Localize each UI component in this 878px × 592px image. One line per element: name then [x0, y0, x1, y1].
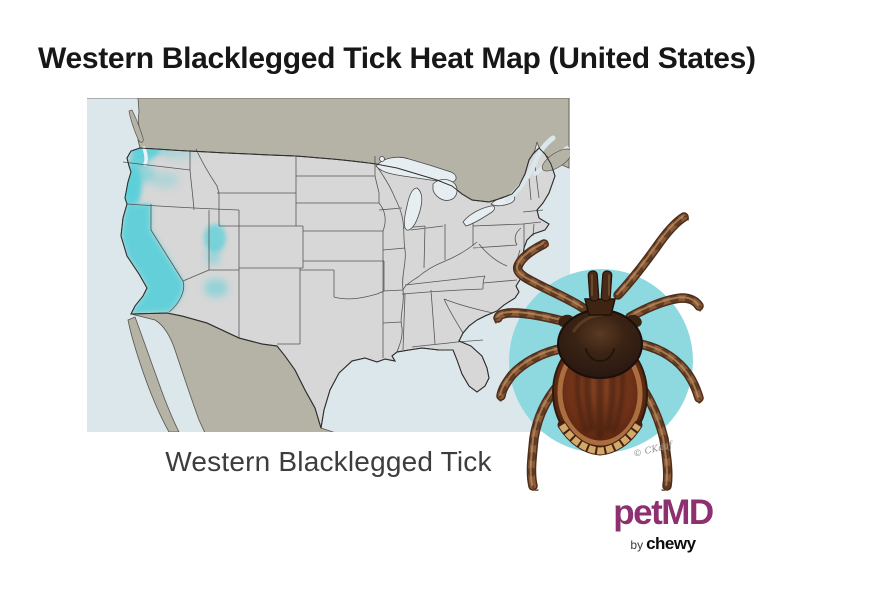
petmd-logo: petMD [613, 493, 714, 532]
byline-prefix: by [630, 538, 644, 552]
brand-block: petMD by chewy [583, 495, 743, 554]
great-lakes [375, 156, 516, 231]
us-heat-map [87, 98, 570, 432]
lake-of-the-woods [379, 156, 385, 162]
tick-scutum [557, 309, 643, 379]
map-caption: Western Blacklegged Tick [165, 446, 492, 477]
tick-festoon-band [559, 423, 641, 455]
tick-scutum-grooves [585, 348, 615, 362]
tick-basis-capituli [584, 298, 616, 316]
heat-region-oregon-east-faint [151, 172, 179, 188]
st-lawrence-channel [504, 135, 556, 203]
page-title: Western Blacklegged Tick Heat Map (Unite… [38, 42, 756, 75]
state-borders [122, 148, 544, 358]
us-map-svg [87, 98, 570, 432]
heat-regions [121, 148, 228, 314]
lake-superior [375, 156, 457, 183]
baja-california-peninsula [127, 316, 180, 432]
tick-body [551, 270, 649, 456]
lake-huron [432, 179, 458, 201]
heat-region-utah-patch [204, 224, 226, 252]
vancouver-island [128, 109, 144, 143]
heat-region-oregon-inland [131, 165, 155, 183]
heat-region-utah-patch-south [206, 247, 220, 265]
tick-palp-highlights [591, 274, 610, 296]
heat-region-oregon-california-join [123, 190, 139, 206]
heat-region-california [121, 204, 184, 314]
heat-region-nevada-arizona-patch [204, 279, 228, 297]
tick-head [584, 270, 616, 316]
nova-scotia [541, 148, 570, 172]
puget-sound-inlet [142, 146, 148, 166]
tick-palp-left [587, 270, 600, 302]
lake-erie [462, 205, 495, 227]
tick-claws [494, 215, 703, 491]
heat-region-washington-east-faint [151, 148, 171, 154]
chewy-wordmark: chewy [646, 534, 696, 553]
chewy-byline: by chewy [583, 534, 743, 554]
tick-illustration: © CKauf [493, 212, 704, 491]
lake-michigan [403, 187, 423, 231]
tick-palp-right [600, 270, 613, 302]
